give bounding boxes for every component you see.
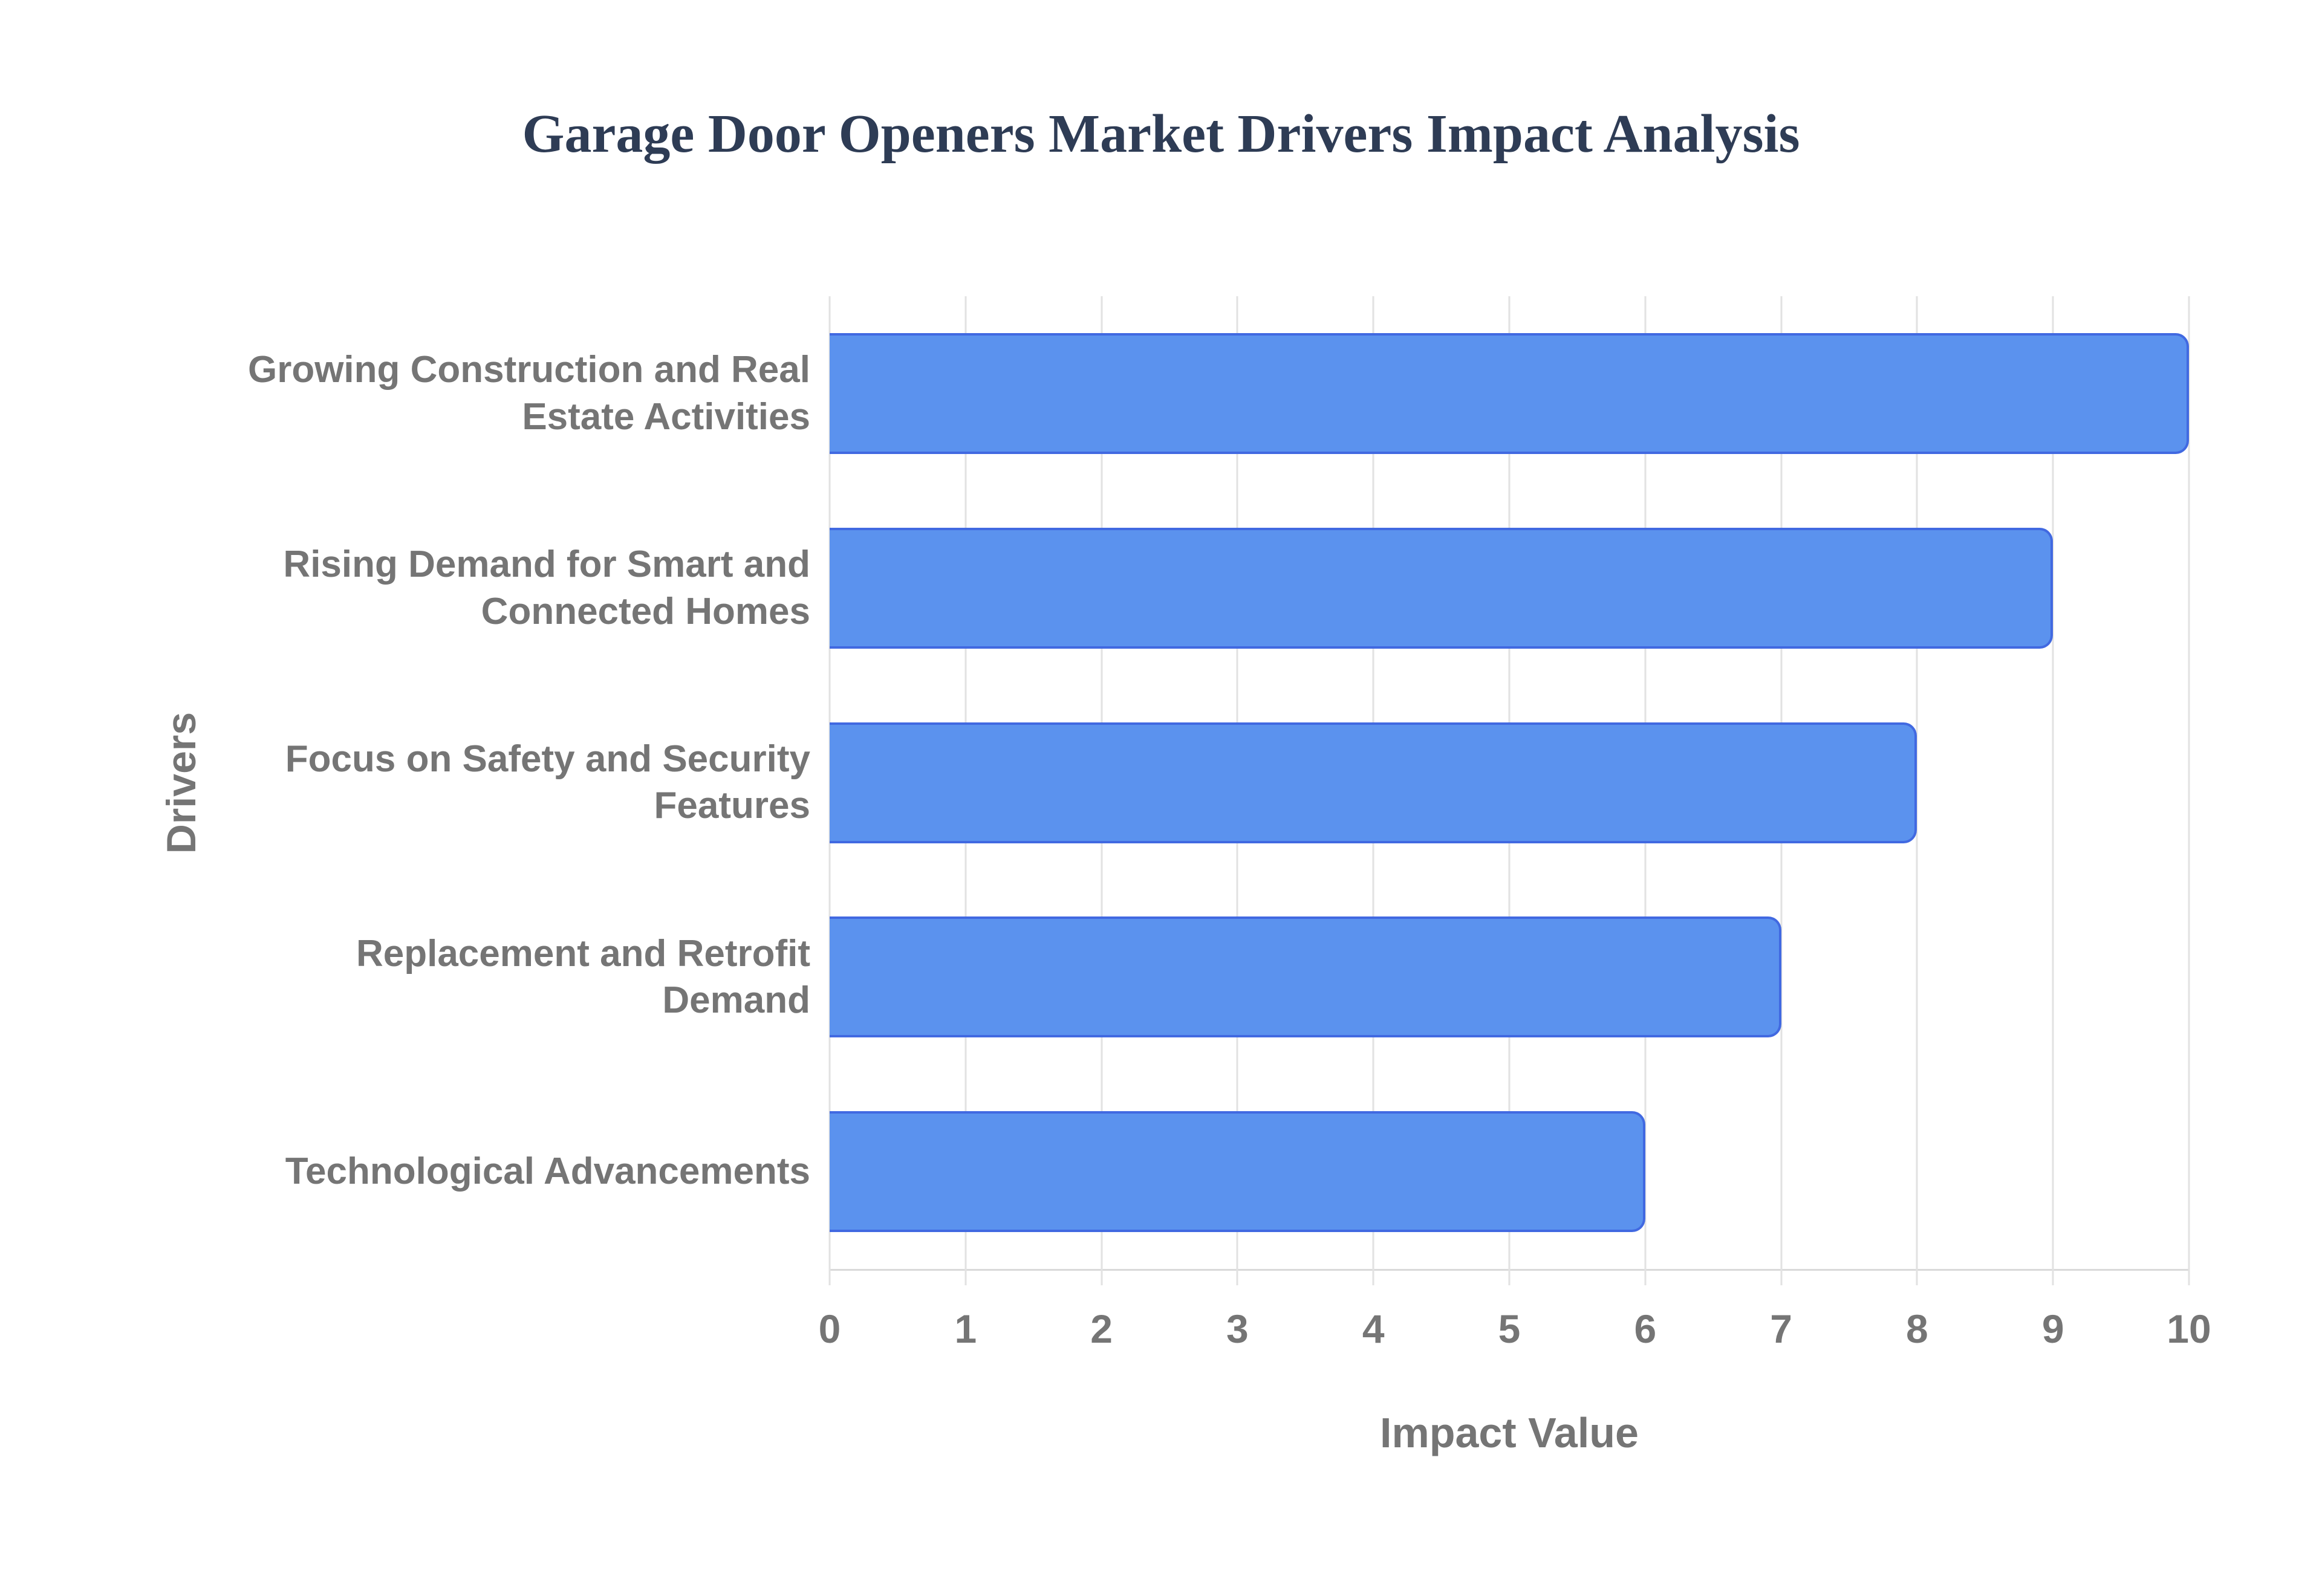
plot-area	[828, 296, 2190, 1285]
gridline	[2188, 296, 2190, 1285]
bar[interactable]	[830, 1111, 1645, 1233]
x-tick-labels: 0 1 2 3 4 5 6 7 8 9 10	[819, 1306, 2211, 1360]
x-tick-label: 3	[1226, 1306, 1249, 1351]
x-tick-label: 5	[1498, 1306, 1521, 1351]
category-label: Focus on Safety and Security Features	[285, 738, 810, 827]
x-tick-label: 6	[1634, 1306, 1657, 1351]
x-tick-label: 9	[2041, 1306, 2064, 1351]
bar[interactable]	[830, 722, 1917, 843]
x-tick-label: 10	[2167, 1306, 2211, 1351]
bar[interactable]	[830, 916, 1781, 1038]
x-tick-label: 2	[1090, 1306, 1113, 1351]
category-label: Replacement and Retrofit Demand	[356, 932, 810, 1022]
bar[interactable]	[830, 332, 2189, 454]
x-tick-label: 7	[1770, 1306, 1792, 1351]
x-tick-label: 8	[1906, 1306, 1928, 1351]
x-tick-label: 4	[1362, 1306, 1385, 1351]
x-axis-title: Impact Value	[1380, 1409, 1639, 1456]
category-labels: Growing Construction and Real Estate Act…	[200, 296, 810, 1269]
category-label: Growing Construction and Real Estate Act…	[247, 349, 810, 438]
x-tick-label: 0	[818, 1306, 841, 1351]
gridline	[2052, 296, 2054, 1285]
bar[interactable]	[830, 527, 2054, 649]
category-label: Technological Advancements	[285, 1150, 810, 1193]
x-tick-label: 1	[954, 1306, 977, 1351]
gridline	[1916, 296, 1918, 1285]
chart-title: Garage Door Openers Market Drivers Impac…	[522, 104, 1800, 164]
category-label: Rising Demand for Smart and Connected Ho…	[283, 543, 810, 632]
y-axis-title: Drivers	[158, 712, 204, 854]
